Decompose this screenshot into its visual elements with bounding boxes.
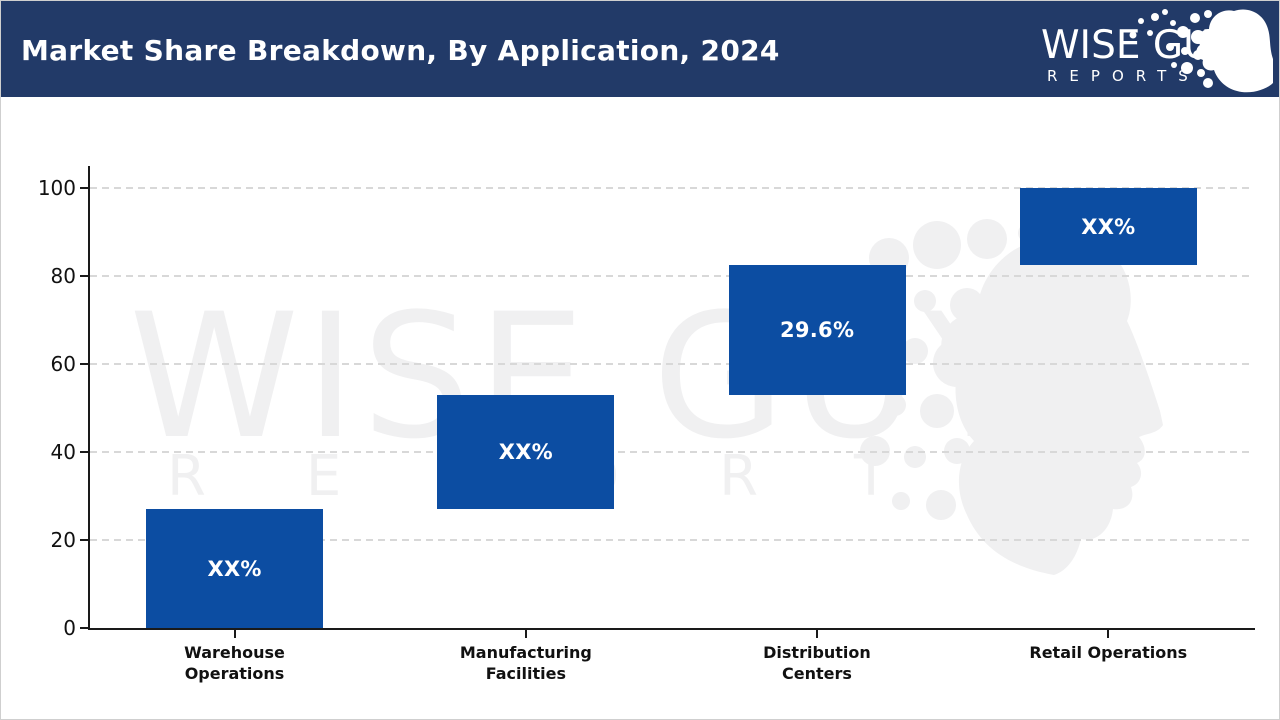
brand-logo: WISE GUY REPORTS xyxy=(1005,5,1273,93)
y-tick-mark xyxy=(80,627,89,629)
bar-segment: 29.6% xyxy=(728,265,906,396)
x-axis-line xyxy=(88,628,1255,630)
x-category-label: Retail Operations xyxy=(1029,643,1188,662)
bar-segment: XX% xyxy=(1019,188,1197,265)
y-tick-label: 20 xyxy=(50,528,76,552)
y-axis-line xyxy=(88,166,90,630)
watermark-face-icon xyxy=(860,219,1163,575)
x-tick-mark xyxy=(524,630,527,638)
bar-value-label: XX% xyxy=(1081,214,1136,239)
bar-segment: XX% xyxy=(437,395,615,510)
bar-value-label: XX% xyxy=(207,556,262,581)
gridline xyxy=(90,363,1253,365)
plot-area: WISE GUY REPORTS 0 20 40 60 80 100 XX% Warehous… xyxy=(1,97,1279,719)
gridline xyxy=(90,451,1253,453)
y-tick-label: 60 xyxy=(50,352,76,376)
y-tick-mark xyxy=(80,451,89,453)
bar-segment: XX% xyxy=(146,509,324,628)
gridline xyxy=(90,539,1253,541)
brand-face-icon xyxy=(1129,9,1273,93)
x-category-label: Manufacturing Facilities xyxy=(459,643,592,683)
y-tick-mark xyxy=(80,275,89,277)
x-tick-mark xyxy=(233,630,236,638)
gridline xyxy=(90,275,1253,277)
y-tick-mark xyxy=(80,187,89,189)
gridline xyxy=(90,187,1253,189)
y-tick-label: 40 xyxy=(50,440,76,464)
bar-value-label: XX% xyxy=(498,440,554,465)
x-category-label: Warehouse Operations xyxy=(184,643,285,683)
chart-title: Market Share Breakdown, By Application, … xyxy=(21,34,780,67)
x-category-label: Distribution Centers xyxy=(763,643,871,683)
y-tick-label: 100 xyxy=(37,176,76,200)
brand-logo-secondary-text: REPORTS xyxy=(1047,67,1200,85)
y-tick-label: 0 xyxy=(63,616,76,640)
header: Market Share Breakdown, By Application, … xyxy=(1,1,1279,97)
brand-logo-graphic: WISE GUY REPORTS xyxy=(1041,9,1273,93)
x-tick-mark xyxy=(1107,630,1110,638)
y-tick-label: 80 xyxy=(50,264,76,288)
bar-value-label: 29.6% xyxy=(779,318,855,343)
y-tick-mark xyxy=(80,539,89,541)
y-tick-mark xyxy=(80,363,89,365)
x-tick-mark xyxy=(816,630,819,638)
